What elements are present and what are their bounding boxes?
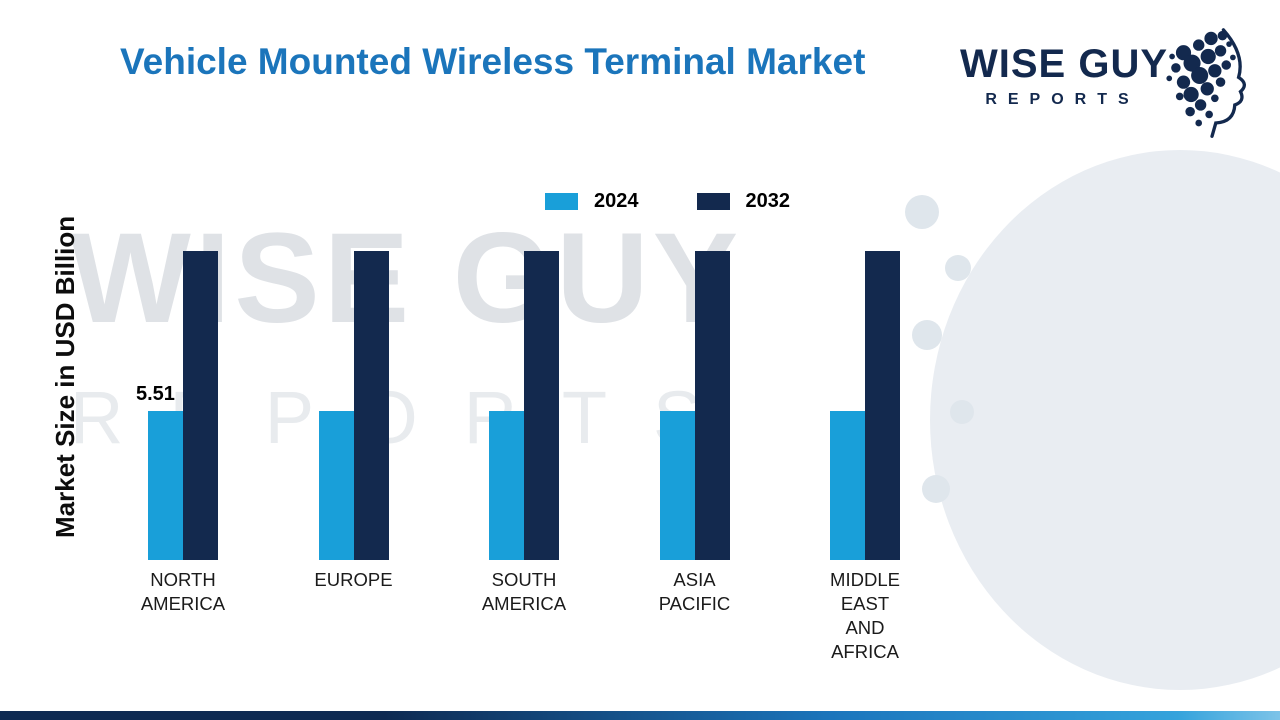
- background-dot: [912, 320, 942, 350]
- legend-label-2032: 2032: [745, 190, 791, 212]
- bar-2024: [659, 411, 695, 560]
- brand-text: WISE GUY REPORTS: [960, 42, 1169, 109]
- legend-item-2024: 2024: [545, 190, 639, 213]
- chart-legend: 2024 2032: [545, 190, 790, 213]
- category-label: SOUTH AMERICA: [481, 569, 567, 615]
- bar-2032: [353, 251, 389, 560]
- watermark-line1: WISE GUY: [70, 207, 743, 350]
- brand-logo: WISE GUY REPORTS: [960, 24, 1250, 154]
- background-dot: [922, 475, 950, 503]
- category-label: ASIA PACIFIC: [658, 569, 731, 615]
- bar-2024: [489, 411, 524, 560]
- bar-group: EUROPE: [314, 251, 393, 590]
- legend-label-2024: 2024: [594, 190, 639, 212]
- plot-area: NORTH AMERICA 5.51 EUROPE SOUTH AMERICA ASIA…: [136, 251, 900, 662]
- category-label: MIDDLE EAST AND AFRICA: [830, 569, 900, 663]
- category-label: EUROPE: [314, 569, 393, 590]
- bar-2032: [694, 251, 730, 560]
- legend-item-2032: 2032: [696, 190, 791, 213]
- page-title: Vehicle Mounted Wireless Terminal Market: [120, 41, 866, 82]
- bar-2032: [865, 251, 900, 560]
- background-head-graphic: [930, 150, 1280, 690]
- bar-group: MIDDLE EAST AND AFRICA: [830, 251, 900, 662]
- bar-2032: [183, 251, 218, 560]
- bar-2024: [148, 411, 183, 560]
- brand-head-icon: [1166, 28, 1246, 138]
- bar-group: NORTH AMERICA 5.51: [136, 251, 225, 614]
- background-dot: [905, 195, 939, 229]
- bar-group: SOUTH AMERICA: [482, 251, 566, 614]
- brand-subtitle: REPORTS: [985, 91, 1140, 108]
- background-dot: [945, 255, 971, 281]
- legend-swatch-2032: [696, 193, 730, 210]
- bar-value-label: 5.51: [136, 383, 175, 405]
- legend-swatch-2024: [545, 193, 578, 210]
- background-dot: [950, 400, 974, 424]
- bar-group: ASIA PACIFIC: [659, 251, 730, 614]
- bottom-gradient-bar: [0, 711, 1280, 720]
- y-axis-label: Market Size in USD Billion: [50, 215, 80, 539]
- bar-2024: [318, 411, 354, 560]
- brand-name: WISE GUY: [960, 42, 1169, 86]
- bar-2032: [524, 251, 559, 560]
- bar-2024: [830, 411, 865, 560]
- category-label: NORTH AMERICA: [140, 569, 226, 615]
